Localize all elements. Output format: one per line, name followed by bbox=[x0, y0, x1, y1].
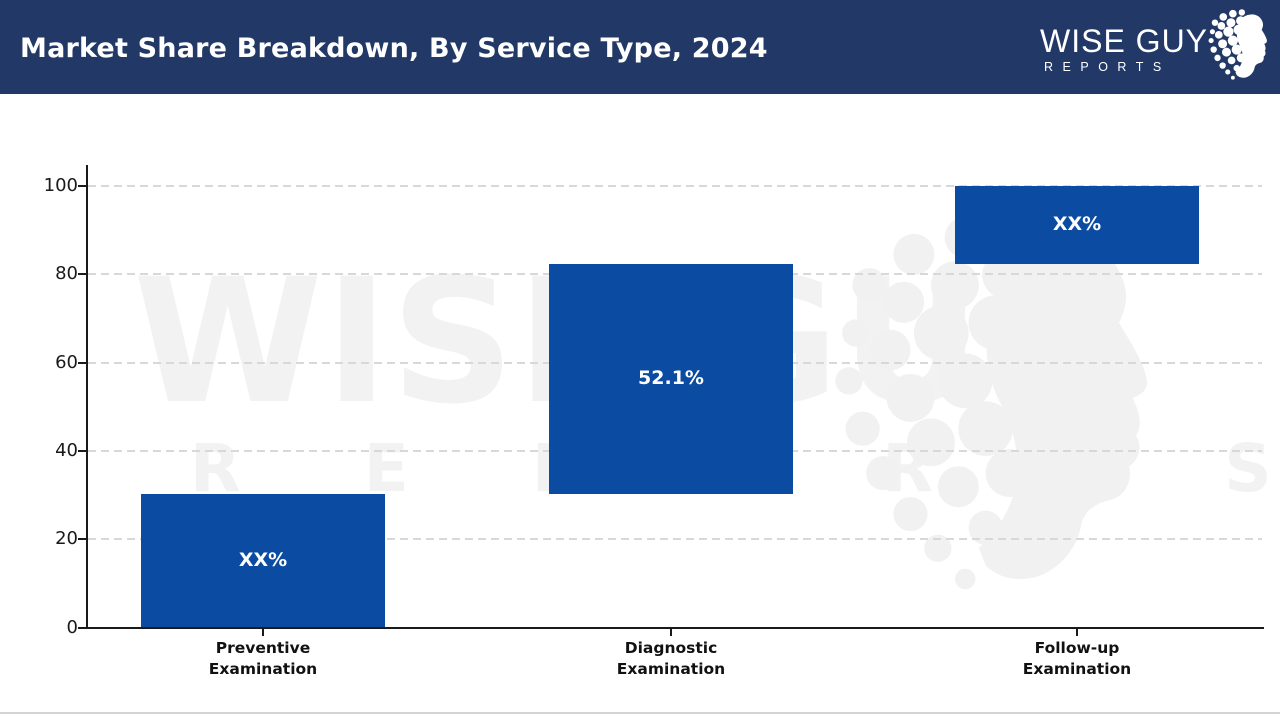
y-tick-label: 0 bbox=[66, 616, 78, 638]
bottom-border-line bbox=[0, 712, 1280, 714]
wiseguy-logo: WISE GUY REPORTS bbox=[1040, 24, 1210, 74]
x-tick-mark bbox=[262, 629, 264, 636]
y-tick-label: 40 bbox=[55, 439, 78, 461]
gridline bbox=[88, 538, 1262, 541]
logo-dotted-face-icon bbox=[1206, 8, 1270, 86]
logo-wordmark: WISE GUY bbox=[1040, 23, 1209, 59]
bar-segment bbox=[955, 186, 1199, 265]
x-tick-mark bbox=[670, 629, 672, 636]
bar-value-label: 52.1% bbox=[638, 367, 704, 390]
y-tick-mark bbox=[78, 449, 86, 452]
gridline bbox=[88, 185, 1262, 187]
bar-segment bbox=[549, 264, 793, 495]
x-axis bbox=[86, 627, 1264, 629]
bar-segment bbox=[141, 494, 385, 628]
bar-value-label: XX% bbox=[238, 548, 288, 571]
watermark-dotted-face-icon bbox=[795, 210, 1190, 620]
y-tick-mark bbox=[78, 273, 86, 276]
y-tick-label: 60 bbox=[55, 351, 78, 373]
x-tick-mark bbox=[1076, 629, 1078, 636]
y-axis bbox=[86, 165, 88, 629]
chart-title: Market Share Breakdown, By Service Type,… bbox=[20, 33, 768, 64]
bar-value-label: XX% bbox=[1052, 213, 1102, 236]
y-tick-mark bbox=[78, 538, 86, 541]
logo-reports-text: REPORTS bbox=[1044, 60, 1171, 74]
y-tick-mark bbox=[78, 626, 86, 629]
x-category-label: Preventive Examination bbox=[208, 639, 318, 678]
header-bar: Market Share Breakdown, By Service Type,… bbox=[0, 0, 1280, 94]
x-category-label: Diagnostic Examination bbox=[616, 639, 726, 678]
y-tick-label: 100 bbox=[43, 175, 78, 196]
y-tick-mark bbox=[78, 361, 86, 364]
y-tick-mark bbox=[78, 185, 86, 187]
y-tick-label: 20 bbox=[55, 528, 78, 550]
x-category-label: Follow-up Examination bbox=[1022, 639, 1132, 678]
y-tick-label: 80 bbox=[55, 263, 78, 285]
